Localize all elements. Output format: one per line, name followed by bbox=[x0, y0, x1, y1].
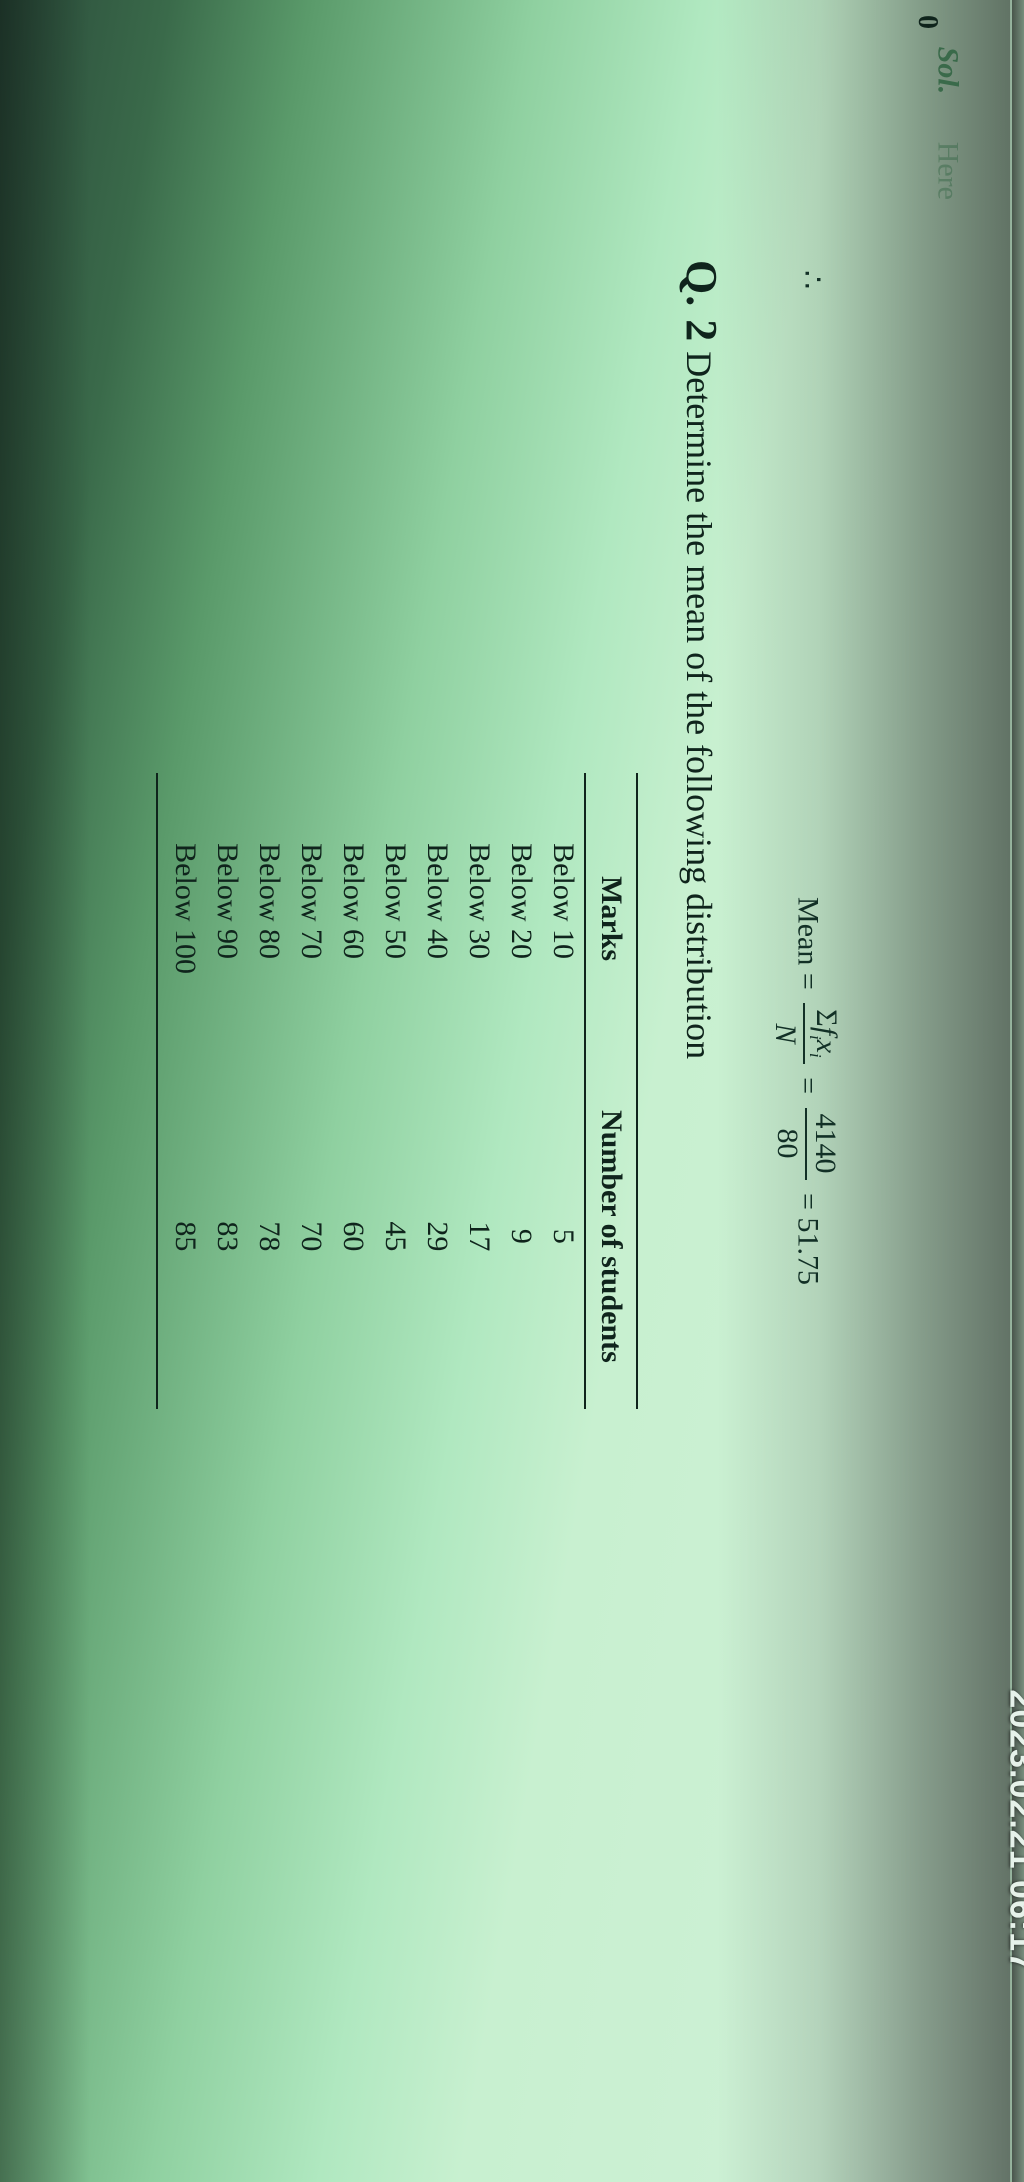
fraction-sigma: Σfixi N bbox=[767, 1003, 844, 1063]
page-content: ∴ Mean = Σfixi N = 4140 80 = 51.75 Q. 2 … bbox=[0, 0, 1024, 2182]
col-students: Number of students bbox=[585, 1064, 637, 1409]
distribution-table: Marks Number of students Below 105 Below… bbox=[156, 773, 638, 1409]
table-row: Below 4029 bbox=[416, 773, 458, 1409]
frac1-num: Σfixi bbox=[803, 1003, 844, 1063]
table-row: Below 3017 bbox=[458, 773, 500, 1409]
fraction-numeric: 4140 80 bbox=[769, 1108, 843, 1180]
frac1-den: N bbox=[767, 1003, 803, 1063]
frac2-den: 80 bbox=[769, 1108, 805, 1180]
therefore-symbol: ∴ bbox=[794, 270, 829, 289]
question-line: Q. 2 Determine the mean of the following… bbox=[676, 260, 727, 1922]
equals-result: = 51.75 bbox=[792, 1193, 825, 1285]
margin-faint-1: Here bbox=[931, 142, 964, 200]
table-row: Below 8078 bbox=[248, 773, 290, 1409]
mean-formula: Mean = Σfixi N = 4140 80 = 51.75 bbox=[767, 260, 844, 1922]
table-header-row: Marks Number of students bbox=[585, 773, 637, 1409]
col-marks: Marks bbox=[585, 773, 637, 1064]
question-text: Determine the mean of the following dist… bbox=[679, 351, 719, 1059]
table-row: Below 5045 bbox=[374, 773, 416, 1409]
equals-1: = bbox=[792, 1077, 825, 1094]
table-row: Below 105 bbox=[542, 773, 585, 1409]
camera-timestamp: 2023.02.21 06:17 bbox=[1002, 1689, 1024, 1972]
table-row: Below 6060 bbox=[332, 773, 374, 1409]
question-label: Q. 2 bbox=[677, 260, 726, 342]
table-row: Below 9083 bbox=[206, 773, 248, 1409]
photo-scene: ∴ Mean = Σfixi N = 4140 80 = 51.75 Q. 2 … bbox=[0, 0, 1024, 2182]
table-row: Below 209 bbox=[500, 773, 542, 1409]
frac2-num: 4140 bbox=[805, 1108, 843, 1180]
table-row: Below 10085 bbox=[157, 773, 206, 1409]
page-gutter-shadow bbox=[0, 0, 90, 2182]
table-row: Below 7070 bbox=[290, 773, 332, 1409]
top-margin-zero: 0 bbox=[911, 15, 943, 29]
book-page: ∴ Mean = Σfixi N = 4140 80 = 51.75 Q. 2 … bbox=[0, 0, 1024, 2182]
table-body: Below 105 Below 209 Below 3017 Below 402… bbox=[157, 773, 585, 1409]
right-page-margin-text: Sol. Here bbox=[930, 47, 964, 200]
mean-lhs: Mean = bbox=[792, 897, 825, 990]
solution-label: Sol. bbox=[931, 47, 964, 95]
